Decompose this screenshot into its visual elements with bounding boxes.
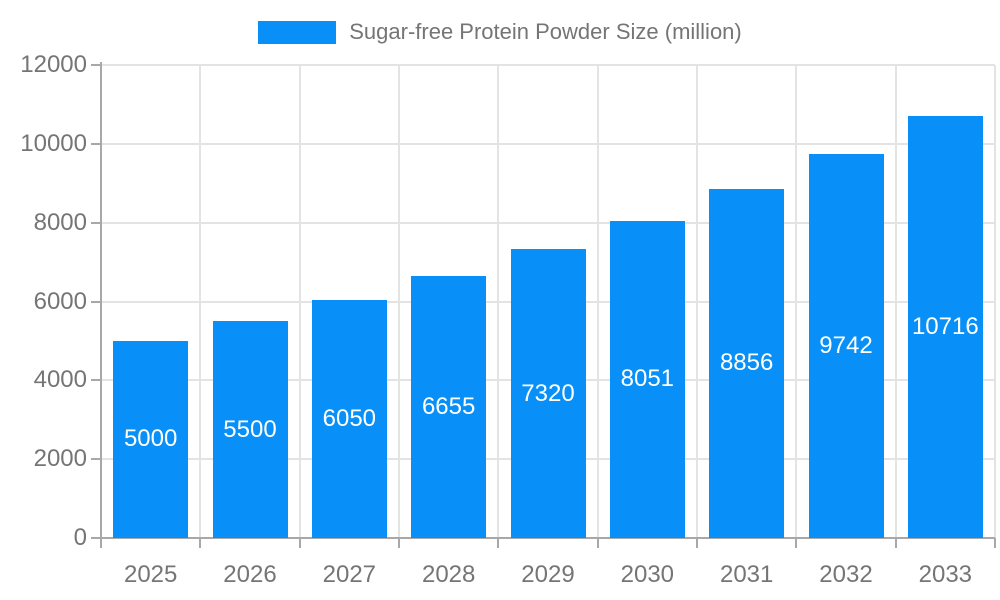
x-tick-label: 2033 — [918, 561, 973, 588]
bar-value-label: 5500 — [223, 415, 277, 443]
bar-2032 — [808, 154, 884, 538]
x-axis-tick — [795, 538, 798, 548]
x-axis-tick — [398, 538, 400, 548]
y-axis-tick — [91, 142, 101, 145]
bar-value-label: 10716 — [911, 312, 979, 340]
v-gridline — [398, 65, 400, 538]
h-gridline — [101, 64, 995, 66]
x-axis-tick — [994, 538, 996, 548]
x-axis-tick — [696, 538, 698, 548]
v-gridline — [894, 65, 897, 538]
legend-swatch — [258, 20, 337, 44]
x-axis-line — [91, 537, 995, 539]
bar-value-label: 7320 — [521, 379, 575, 407]
x-tick-label: 2028 — [421, 561, 476, 588]
y-tick-label: 6000 — [33, 287, 87, 315]
x-axis-tick — [298, 538, 301, 548]
bar-value-label: 5000 — [123, 425, 178, 453]
v-gridline — [497, 65, 500, 538]
y-tick-label: 4000 — [33, 366, 87, 394]
legend-label: Sugar-free Protein Powder Size (million) — [349, 19, 742, 44]
h-gridline — [101, 221, 995, 224]
x-tick-label: 2032 — [819, 561, 873, 588]
v-gridline — [199, 65, 202, 538]
bar-2028 — [411, 275, 487, 538]
y-axis-tick — [91, 379, 101, 382]
bar-2027 — [311, 299, 387, 538]
legend[interactable]: Sugar-free Protein Powder Size (million) — [0, 20, 1000, 44]
x-tick-label: 2031 — [719, 561, 774, 588]
v-gridline — [596, 65, 599, 538]
x-tick-label: 2025 — [123, 561, 178, 588]
v-gridline — [795, 65, 798, 538]
bar-2031 — [709, 188, 785, 538]
x-axis-tick — [199, 538, 202, 548]
bar-2025 — [113, 340, 189, 538]
y-tick-label: 8000 — [33, 208, 87, 236]
v-gridline — [298, 65, 301, 538]
x-tick-label: 2029 — [521, 561, 575, 588]
y-tick-label: 2000 — [33, 445, 87, 473]
v-gridline — [994, 65, 996, 538]
bar-2026 — [212, 321, 288, 538]
bar-value-label: 8051 — [620, 365, 675, 393]
y-axis-tick — [91, 221, 101, 224]
y-axis-tick — [91, 458, 101, 461]
y-axis-tick — [91, 64, 101, 66]
x-axis-tick — [894, 538, 897, 548]
bar-2030 — [609, 220, 685, 538]
y-tick-label: 0 — [73, 524, 87, 551]
bar-value-label: 8856 — [719, 349, 774, 377]
v-gridline — [696, 65, 698, 538]
bar-value-label: 9742 — [819, 332, 873, 359]
bar-value-label: 6050 — [322, 404, 377, 432]
y-axis-tick — [91, 300, 101, 303]
x-tick-label: 2026 — [223, 561, 277, 588]
x-axis-tick — [497, 538, 500, 548]
x-tick-label: 2030 — [620, 561, 675, 588]
x-tick-label: 2027 — [322, 561, 377, 588]
x-axis-tick — [596, 538, 599, 548]
bar-2029 — [510, 249, 586, 538]
y-tick-label: 12000 — [20, 51, 87, 78]
y-tick-label: 10000 — [20, 129, 87, 157]
bar-2033 — [907, 115, 983, 538]
bar-value-label: 6655 — [421, 392, 476, 420]
y-axis-line — [100, 62, 102, 548]
h-gridline — [101, 142, 995, 145]
